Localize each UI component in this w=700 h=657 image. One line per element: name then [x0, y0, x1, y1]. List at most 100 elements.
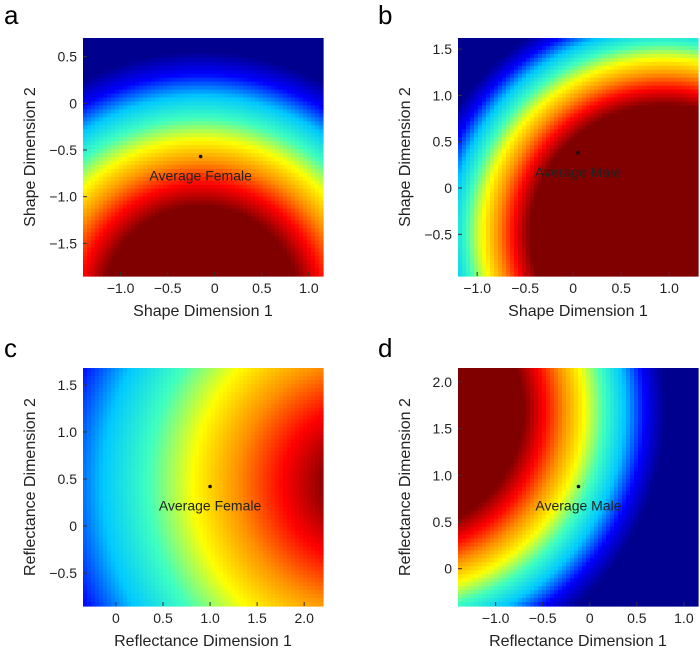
heatmap-cell: [295, 121, 300, 126]
heatmap-cell: [482, 193, 487, 198]
heatmap-cell: [522, 213, 527, 218]
heatmap-cell: [494, 153, 499, 158]
heatmap-cell: [163, 268, 168, 273]
heatmap-cell: [267, 145, 272, 150]
heatmap-cell: [263, 264, 268, 269]
heatmap-cell: [111, 248, 116, 253]
heatmap-cell: [123, 169, 128, 174]
heatmap-cell: [538, 228, 543, 233]
heatmap-cell: [319, 94, 324, 99]
heatmap-cell: [474, 197, 479, 202]
heatmap-cell: [291, 125, 296, 130]
heatmap-cell: [526, 197, 531, 202]
heatmap-cell: [99, 74, 104, 79]
heatmap-cell: [514, 197, 519, 202]
heatmap-cell: [530, 129, 535, 134]
heatmap-cell: [167, 66, 172, 71]
heatmap-cell: [263, 220, 268, 225]
heatmap-cell: [203, 78, 208, 83]
heatmap-cell: [315, 149, 320, 154]
heatmap-cell: [107, 137, 112, 142]
heatmap-cell: [307, 109, 312, 114]
heatmap-cell: [207, 153, 212, 158]
heatmap-cell: [207, 137, 212, 142]
heatmap-cell: [470, 232, 475, 237]
x-axis-label: Shape Dimension 1: [133, 303, 273, 320]
heatmap-cell: [83, 161, 88, 166]
heatmap-cell: [506, 149, 511, 154]
heatmap-cell: [83, 129, 88, 134]
heatmap-cell: [111, 181, 116, 186]
heatmap-cell: [239, 133, 244, 138]
heatmap-cell: [175, 201, 180, 206]
heatmap-cell: [131, 113, 136, 118]
heatmap-cell: [291, 217, 296, 222]
heatmap-cell: [303, 66, 308, 71]
heatmap-cell: [87, 169, 92, 174]
heatmap-cell: [147, 125, 152, 130]
heatmap-cell: [546, 78, 551, 83]
heatmap-cell: [474, 141, 479, 146]
heatmap-cell: [307, 189, 312, 194]
heatmap-cell: [171, 129, 176, 134]
heatmap-cell: [546, 62, 551, 67]
heatmap-cell: [163, 50, 168, 55]
heatmap-cell: [167, 153, 172, 158]
heatmap-cell: [243, 94, 248, 99]
heatmap-cell: [195, 125, 200, 130]
heatmap-cell: [263, 62, 268, 67]
heatmap-cell: [307, 42, 312, 47]
heatmap-cell: [231, 205, 236, 210]
heatmap-cell: [526, 189, 531, 194]
heatmap-cell: [247, 38, 252, 43]
heatmap-cell: [478, 217, 483, 222]
heatmap-cell: [103, 42, 108, 47]
heatmap-cell: [267, 232, 272, 237]
heatmap-cell: [311, 161, 316, 166]
heatmap-cell: [538, 209, 543, 214]
heatmap-cell: [191, 213, 196, 218]
heatmap-cell: [506, 105, 511, 110]
heatmap-cell: [283, 252, 288, 257]
heatmap-cell: [307, 145, 312, 150]
heatmap-cell: [111, 137, 116, 142]
heatmap-cell: [223, 185, 228, 190]
heatmap-cell: [207, 50, 212, 55]
heatmap-cell: [107, 117, 112, 122]
heatmap-cell: [530, 177, 535, 182]
heatmap-cell: [87, 248, 92, 253]
heatmap-cell: [287, 217, 292, 222]
heatmap-cell: [83, 86, 88, 91]
heatmap-cell: [546, 189, 551, 194]
heatmap-cell: [179, 161, 184, 166]
heatmap-cell: [255, 236, 260, 241]
heatmap-cell: [143, 189, 148, 194]
heatmap-cell: [474, 165, 479, 170]
heatmap-cell: [103, 157, 108, 162]
heatmap-cell: [215, 58, 220, 63]
heatmap-cell: [259, 217, 264, 222]
heatmap-cell: [211, 90, 216, 95]
heatmap-cell: [466, 62, 471, 67]
heatmap-cell: [490, 38, 495, 43]
heatmap-cell: [199, 272, 204, 277]
heatmap-cell: [95, 213, 100, 218]
heatmap-cell: [123, 141, 128, 146]
heatmap-cell: [251, 117, 256, 122]
heatmap-cell: [91, 181, 96, 186]
heatmap-cell: [478, 58, 483, 63]
heatmap-cell: [319, 256, 324, 261]
heatmap-cell: [315, 197, 320, 202]
heatmap-cell: [223, 256, 228, 261]
heatmap-cell: [478, 240, 483, 245]
heatmap-cell: [279, 54, 284, 59]
heatmap-cell: [470, 78, 475, 83]
heatmap-cell: [259, 153, 264, 158]
heatmap-cell: [215, 224, 220, 229]
heatmap-cell: [466, 58, 471, 63]
heatmap-cell: [187, 236, 192, 241]
x-tick-label: −0.5: [154, 280, 182, 296]
heatmap-cell: [155, 109, 160, 114]
heatmap-cell: [307, 201, 312, 206]
heatmap-cell: [510, 145, 515, 150]
